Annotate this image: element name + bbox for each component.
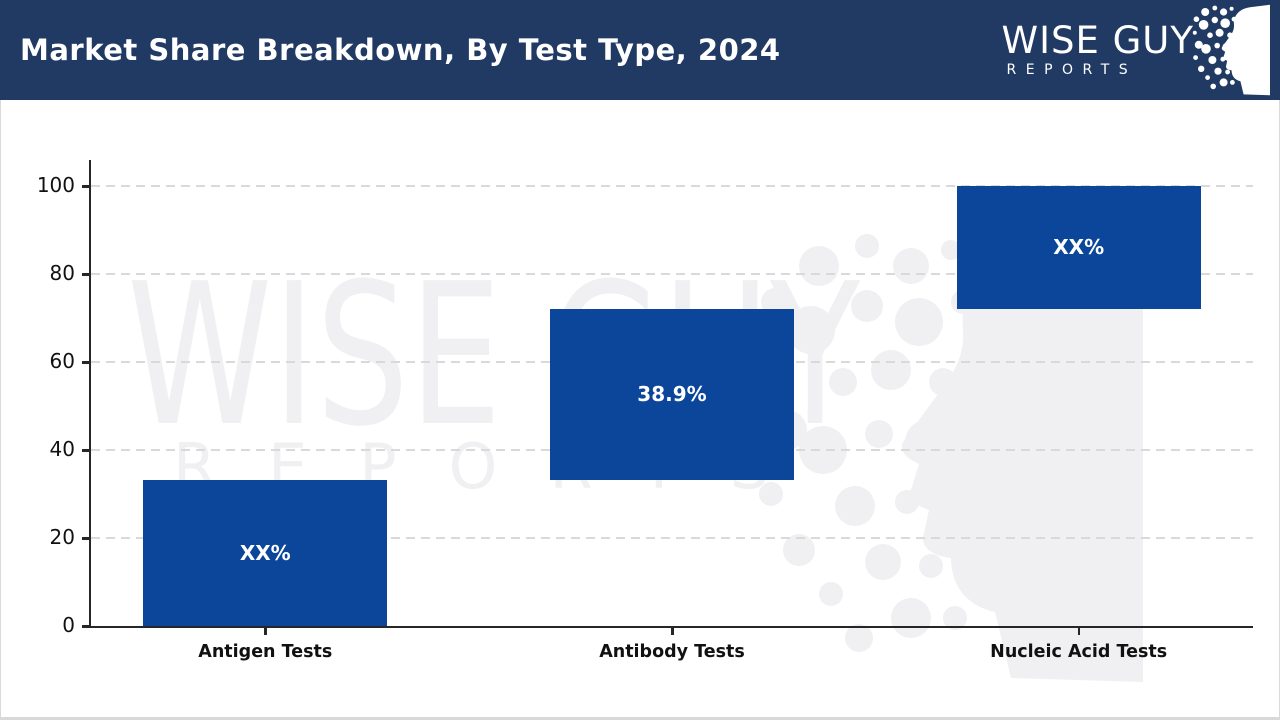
- bar-antigen-tests: XX%: [143, 479, 388, 626]
- plot-area: 0 20 40 60 80 100 XX% Antigen Tests 38.9% Antibod…: [37, 160, 1253, 662]
- watermark-face-icon: [757, 230, 1143, 682]
- gridline-20: [91, 537, 1253, 540]
- bar-antibody-tests: 38.9%: [550, 308, 794, 480]
- bar-nucleic-acid-tests: XX%: [956, 186, 1201, 309]
- bar-value-label-antibody-tests: 38.9%: [637, 382, 707, 407]
- y-tick-mark-0: [82, 625, 91, 628]
- y-tick-mark-60: [82, 361, 91, 364]
- y-tick-label-100: 100: [36, 173, 75, 198]
- x-tick-label-antigen-tests: Antigen Tests: [198, 642, 333, 662]
- logo-subtitle: REPORTS: [1006, 61, 1138, 78]
- chart-canvas: WISE GUY REPORTS 0 20 40 60 80 100 XX% Antigen …: [0, 100, 1280, 720]
- x-tick-mark-nucleic-acid-tests: [1077, 626, 1081, 635]
- x-tick-label-nucleic-acid-tests: Nucleic Acid Tests: [990, 642, 1168, 662]
- y-tick-mark-20: [82, 537, 91, 540]
- wise-guy-logo: WISE GUY REPORTS: [1002, 4, 1270, 96]
- x-tick-mark-antibody-tests: [671, 626, 674, 635]
- bar-value-label-antigen-tests: XX%: [239, 540, 291, 565]
- gridline-100: [91, 185, 1253, 188]
- y-tick-mark-100: [82, 185, 91, 188]
- y-tick-mark-40: [82, 449, 91, 452]
- logo-wordmark: WISE GUY: [1001, 19, 1194, 63]
- x-tick-mark-antigen-tests: [264, 626, 267, 635]
- logo-face-icon: [1192, 4, 1270, 96]
- gridline-80: [91, 273, 1253, 276]
- y-tick-label-60: 60: [49, 349, 75, 374]
- x-tick-label-antibody-tests: Antibody Tests: [599, 642, 745, 662]
- page-title: Market Share Breakdown, By Test Type, 20…: [20, 33, 781, 67]
- bar-value-label-nucleic-acid-tests: XX%: [1053, 235, 1105, 260]
- logo-text: WISE GUY REPORTS: [1001, 19, 1194, 78]
- y-tick-label-40: 40: [49, 437, 75, 462]
- y-tick-label-0: 0: [62, 613, 75, 637]
- header-bar: Market Share Breakdown, By Test Type, 20…: [0, 0, 1280, 100]
- y-tick-label-80: 80: [49, 261, 75, 286]
- y-tick-label-20: 20: [49, 525, 75, 550]
- y-tick-mark-80: [82, 273, 91, 276]
